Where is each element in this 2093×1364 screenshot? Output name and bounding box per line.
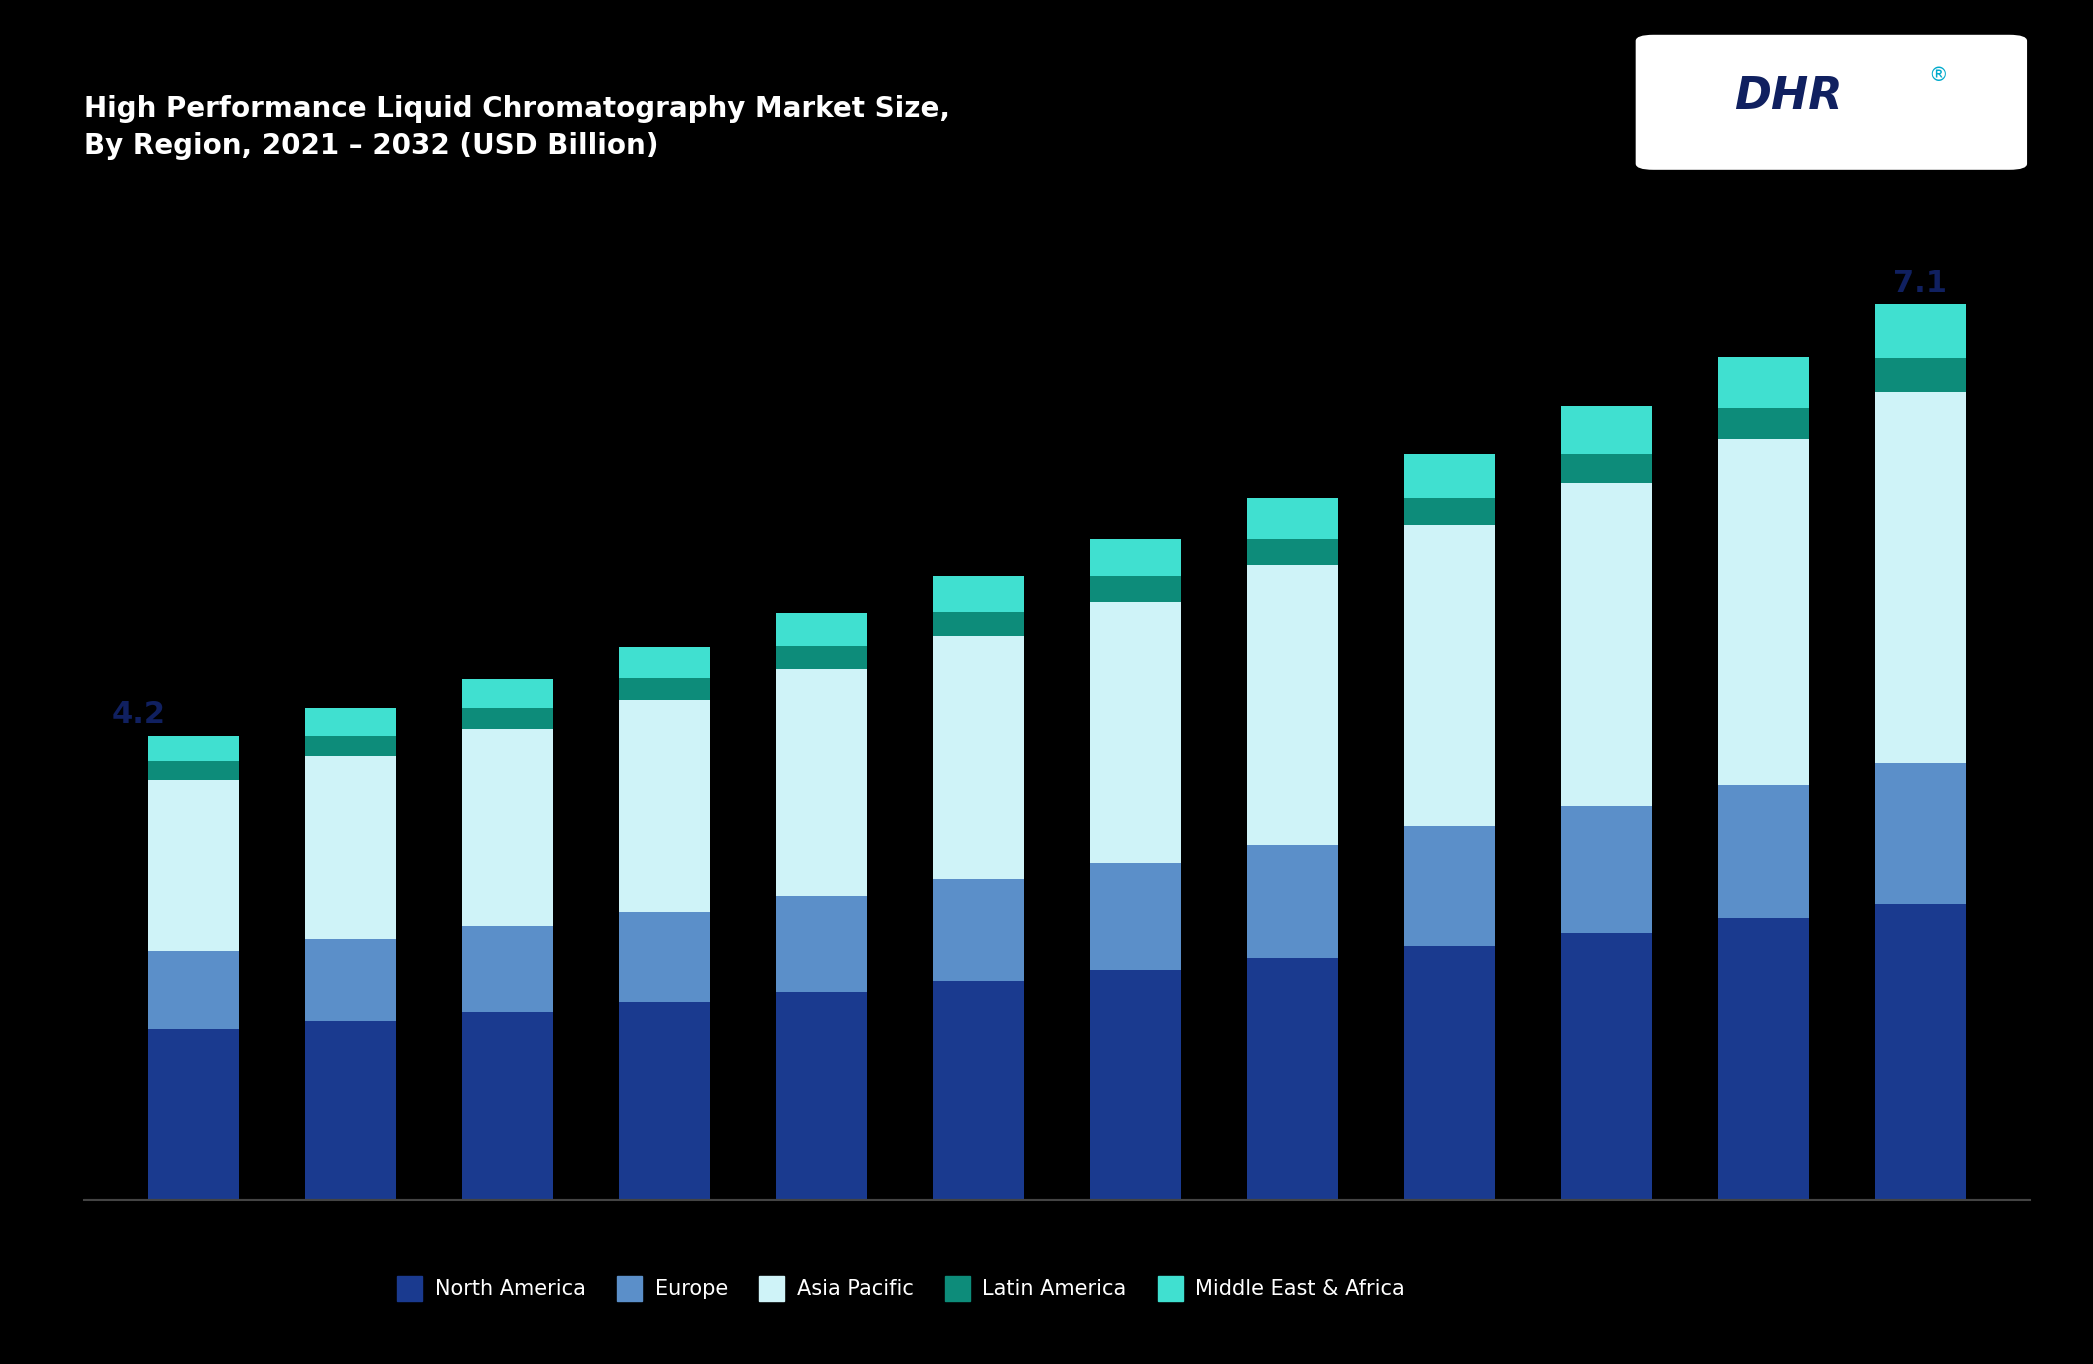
Bar (1404, 945, 1494, 1200)
Bar (777, 670, 867, 896)
Text: DHR: DHR (1735, 75, 1844, 117)
Bar (777, 993, 867, 1200)
Bar (933, 636, 1023, 880)
Bar (1247, 565, 1337, 846)
Bar (777, 896, 867, 993)
Text: ®: ® (1928, 65, 1949, 85)
Bar (1561, 406, 1651, 454)
Bar (777, 612, 867, 647)
Bar (306, 756, 396, 940)
Bar (1404, 525, 1494, 827)
Bar (1404, 498, 1494, 525)
Bar (1090, 577, 1180, 602)
Bar (1718, 918, 1808, 1200)
Bar (933, 577, 1023, 611)
Bar (1561, 483, 1651, 806)
Bar (620, 647, 710, 678)
Bar (306, 1022, 396, 1200)
Bar (620, 1003, 710, 1200)
Bar (463, 728, 553, 926)
Bar (1247, 539, 1337, 565)
Bar (620, 700, 710, 911)
Bar (1247, 846, 1337, 958)
Bar (777, 647, 867, 670)
Bar (1875, 764, 1965, 904)
Bar (463, 1012, 553, 1200)
Bar (933, 981, 1023, 1200)
Bar (933, 611, 1023, 636)
Bar (1875, 391, 1965, 764)
Bar (149, 761, 239, 780)
Bar (1718, 357, 1808, 408)
Legend: North America, Europe, Asia Pacific, Latin America, Middle East & Africa: North America, Europe, Asia Pacific, Lat… (389, 1267, 1413, 1309)
Bar (149, 735, 239, 761)
Bar (620, 678, 710, 700)
Bar (1247, 958, 1337, 1200)
FancyBboxPatch shape (1637, 35, 2026, 169)
Bar (1561, 453, 1651, 483)
Bar (463, 708, 553, 728)
Bar (933, 880, 1023, 981)
Bar (463, 926, 553, 1012)
Bar (1090, 539, 1180, 577)
Bar (306, 735, 396, 756)
Bar (1718, 786, 1808, 918)
Bar (1090, 970, 1180, 1200)
Text: 7.1: 7.1 (1894, 269, 1946, 297)
Bar (1718, 439, 1808, 786)
Bar (1247, 498, 1337, 539)
Bar (1090, 602, 1180, 863)
Text: 4.2: 4.2 (111, 700, 165, 728)
Bar (149, 780, 239, 952)
Bar (149, 952, 239, 1028)
Bar (1718, 408, 1808, 439)
Bar (1404, 827, 1494, 945)
Bar (1090, 863, 1180, 970)
Bar (1404, 454, 1494, 498)
Bar (463, 679, 553, 708)
Bar (620, 911, 710, 1003)
Bar (1875, 904, 1965, 1200)
Bar (149, 1028, 239, 1200)
Text: High Performance Liquid Chromatography Market Size,
By Region, 2021 – 2032 (USD : High Performance Liquid Chromatography M… (84, 95, 950, 161)
Bar (1875, 359, 1965, 391)
Bar (1875, 304, 1965, 359)
Bar (1561, 806, 1651, 933)
Bar (1561, 933, 1651, 1200)
Bar (306, 940, 396, 1022)
Bar (306, 708, 396, 735)
